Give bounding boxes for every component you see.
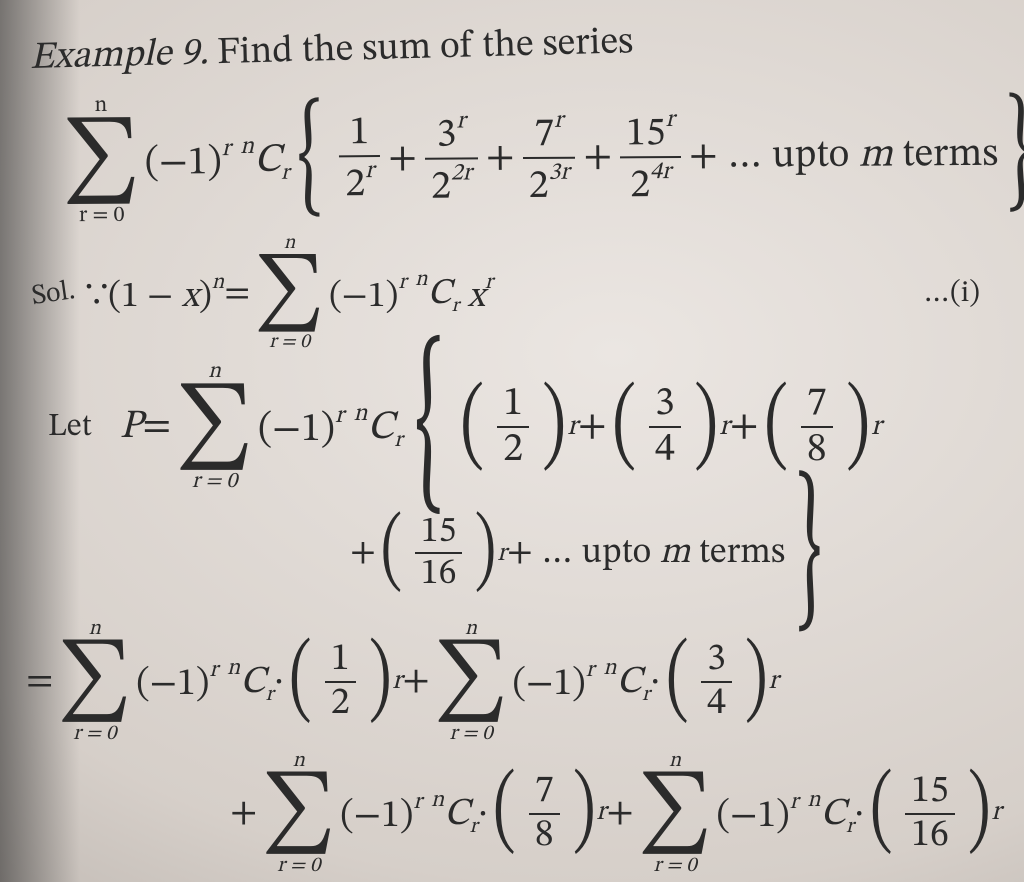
right-brace-1: } [1006, 110, 1024, 200]
expansion-line-1: = n∑r = 0 (−1)r nCr · ( 12 )r + n∑r = 0 … [26, 619, 1004, 745]
let-label: Let [48, 411, 92, 443]
series-expression: n ∑ r = 0 (−1)r nCr { 1 2r + 3r 22r + 7r… [58, 89, 1005, 228]
sigma-3: n ∑ r = 0 [175, 361, 254, 493]
left-brace-2: { [414, 355, 443, 499]
example-title: Example 9. Find the sum of the series [30, 15, 1005, 78]
let-P-continued: + ( 1516 )r + … upto m terms } [350, 499, 1004, 607]
sigma-7: n∑r = 0 [638, 751, 713, 877]
sigma-2: n ∑ r = 0 [254, 234, 325, 353]
sigma-4: n∑r = 0 [57, 619, 132, 745]
let-P-line: Let P = n ∑ r = 0 (−1)r nCr { ( 12 )r + … [48, 361, 1004, 493]
sigma-5: n∑r = 0 [434, 619, 509, 745]
expansion-line-2: + n∑r = 0 (−1)r nCr · ( 78 )r + n∑r = 0 … [230, 751, 1004, 877]
frac-3-22r: 3r 22r [425, 109, 478, 207]
sol-label: Sol. [30, 277, 77, 311]
frac-15-24r: 15r 24r [620, 108, 681, 206]
left-brace-1: { [297, 115, 323, 205]
title-text: Find the sum of the series [217, 24, 634, 73]
frac-7-23r: 7r 23r [522, 109, 575, 207]
identity-line: Sol. ∵ (1 − x)n = n ∑ r = 0 (−1)r nCr xr… [32, 234, 1004, 353]
sigma-6: n∑r = 0 [261, 751, 336, 877]
example-label: Example 9. [30, 35, 209, 78]
right-brace-2: } [796, 488, 822, 618]
equation-tag-i: …(i) [923, 279, 980, 309]
frac-1-2r: 1 2r [339, 113, 381, 205]
sigma-1: n ∑ r = 0 [62, 95, 142, 228]
